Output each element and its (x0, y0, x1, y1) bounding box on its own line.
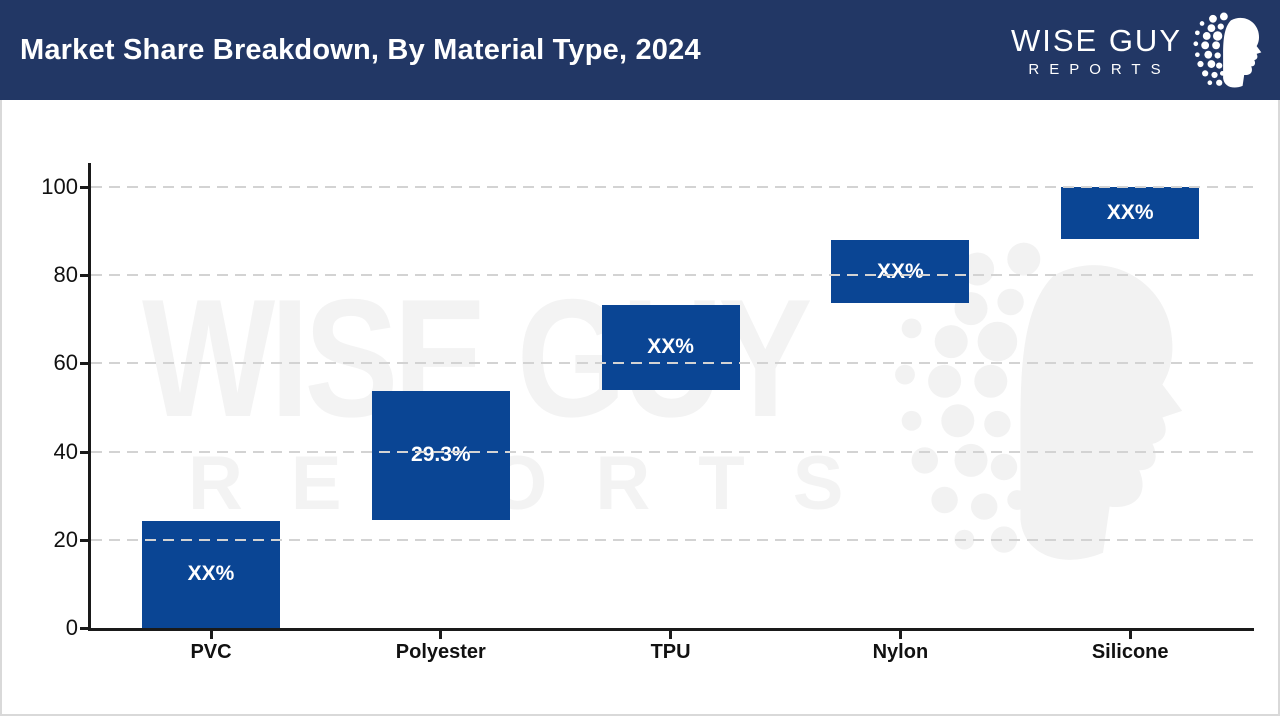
y-tick-label-80: 80 (53, 262, 78, 288)
y-tick-mark-20 (80, 538, 89, 542)
x-category-label-pvc: PVC (190, 641, 232, 663)
y-tick-mark-80 (80, 274, 89, 278)
bar-pvc: XX% (142, 520, 280, 628)
bar-value-label: XX% (187, 562, 235, 586)
x-axis-line (88, 628, 1254, 631)
x-category-label-silicone: Silicone (1091, 641, 1169, 663)
gridline-20 (91, 538, 1253, 541)
bar-tpu: XX% (601, 304, 740, 390)
watermark-subtitle: REPORTS (188, 441, 892, 526)
x-tick-mark-pvc (209, 631, 213, 639)
gridline-100 (91, 186, 1253, 188)
y-tick-label-40: 40 (53, 438, 78, 464)
y-tick-label-20: 20 (53, 526, 78, 552)
x-tick-mark-tpu (669, 631, 673, 639)
bar-value-label: 29.3% (411, 443, 471, 467)
y-tick-mark-60 (80, 362, 89, 366)
y-tick-label-100: 100 (41, 174, 78, 199)
x-category-label-polyester: Polyester (395, 641, 486, 663)
wise-guy-logo: WISE GUY REPORTS (1011, 8, 1266, 92)
y-tick-label-0: 0 (65, 615, 78, 640)
page-title: Market Share Breakdown, By Material Type… (20, 33, 701, 66)
y-axis-line (88, 163, 91, 631)
header-band: Market Share Breakdown, By Material Type… (0, 0, 1280, 100)
gridline-40 (91, 450, 1253, 453)
y-tick-mark-0 (80, 627, 89, 630)
logo-wordmark: WISE GUY (1010, 22, 1182, 58)
bar-value-label: XX% (877, 259, 924, 283)
gridline-80 (91, 274, 1253, 277)
x-tick-mark-nylon (898, 631, 902, 639)
watermark-face-icon (895, 242, 1183, 560)
x-category-label-nylon: Nylon (872, 641, 929, 663)
x-tick-mark-silicone (1128, 631, 1132, 639)
logo-subtitle: REPORTS (1028, 60, 1171, 78)
logo-face-dots (1193, 12, 1231, 86)
y-tick-mark-40 (80, 450, 89, 454)
bar-value-label: XX% (1106, 201, 1154, 225)
gridline-60 (91, 362, 1253, 365)
bar-silicone: XX% (1061, 187, 1200, 240)
bar-nylon: XX% (831, 240, 970, 304)
x-category-label-tpu: TPU (650, 641, 691, 663)
logo-face-icon (1193, 12, 1262, 88)
y-tick-label-60: 60 (53, 350, 78, 376)
bar-value-label: XX% (647, 335, 694, 359)
y-tick-mark-100 (80, 186, 89, 189)
bar-polyester: 29.3% (371, 390, 510, 520)
x-tick-mark-polyester (439, 631, 443, 639)
